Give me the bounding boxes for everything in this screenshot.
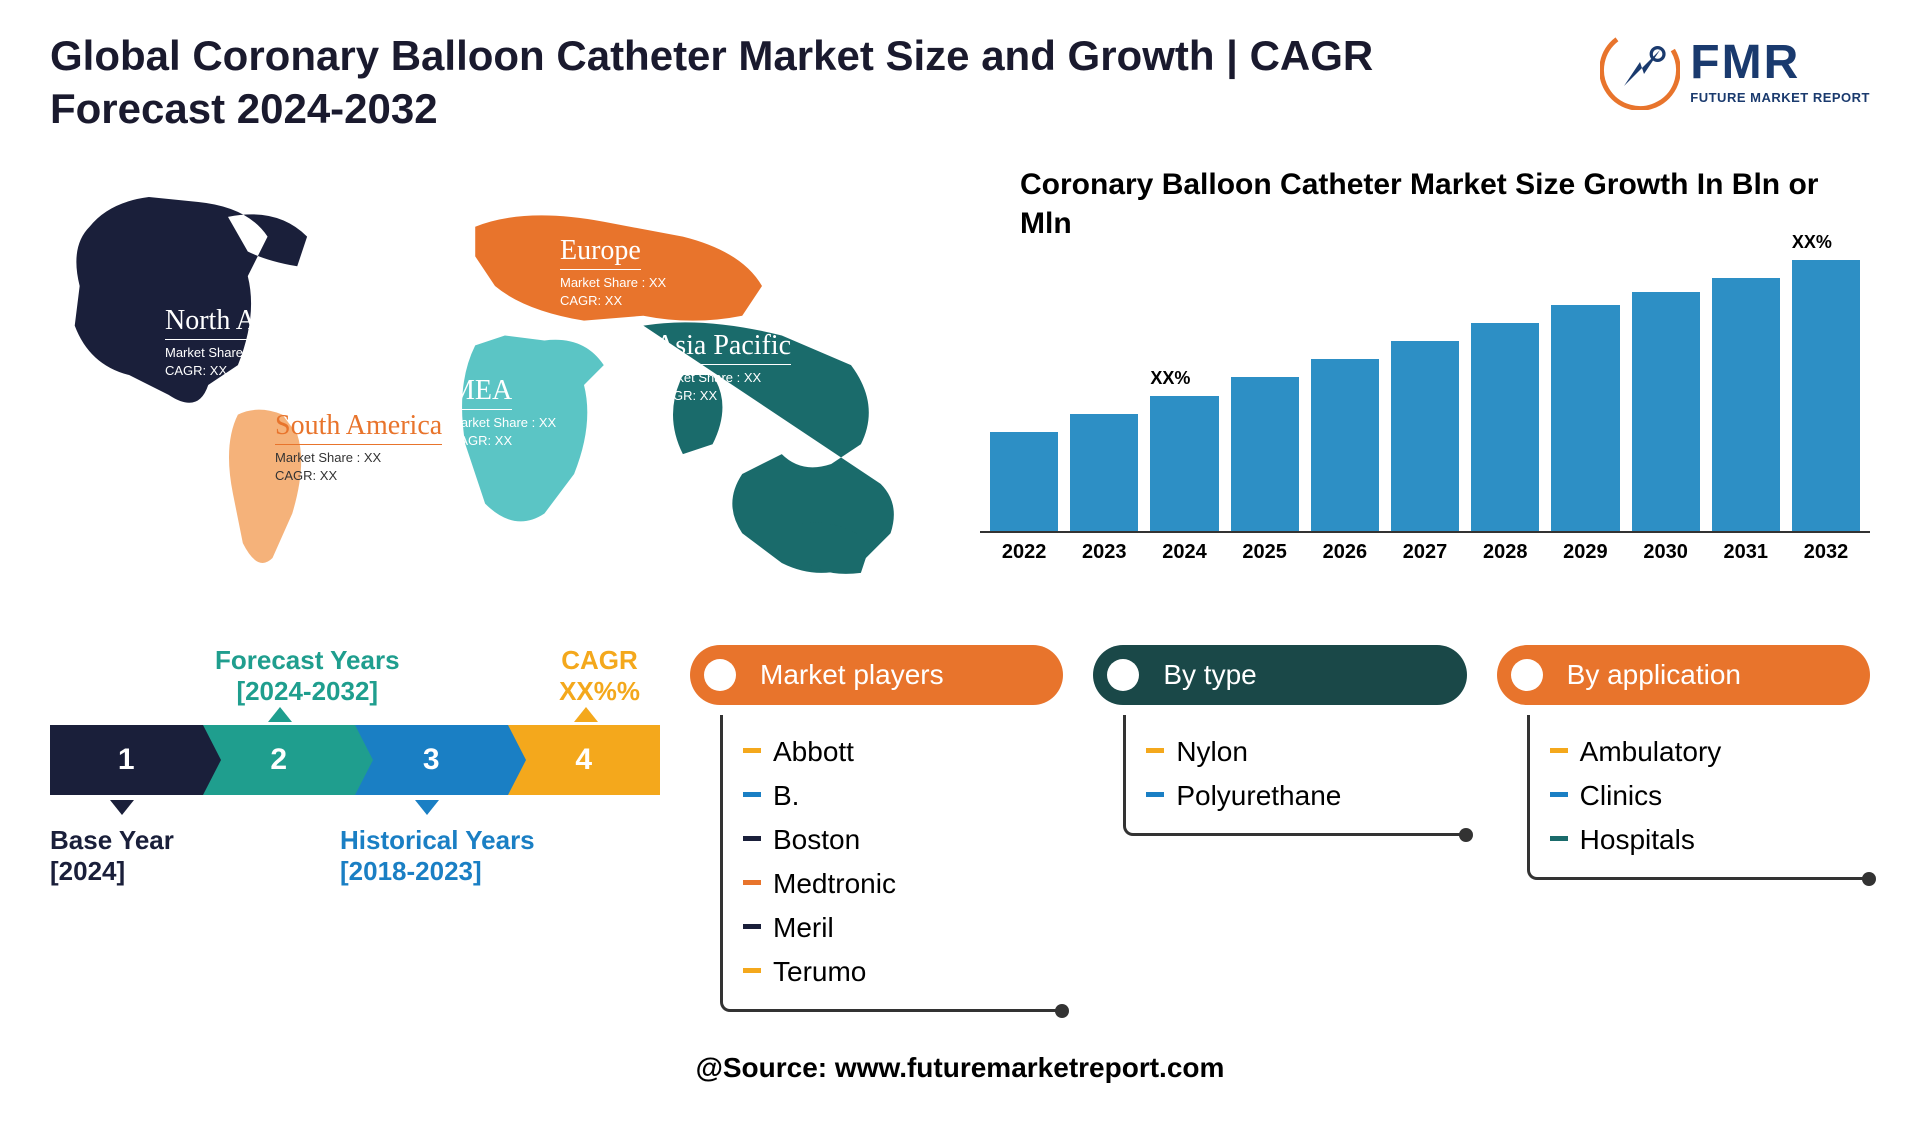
- list-type: NylonPolyurethane: [1123, 715, 1466, 836]
- region-label-na: North America Market Share : XXCAGR: XX: [165, 305, 332, 380]
- arrow-base: [110, 800, 134, 815]
- bar-2031: [1712, 278, 1780, 531]
- timeline-bar: 1 2 3 4: [50, 725, 660, 795]
- growth-chart: Coronary Balloon Catheter Market Size Gr…: [980, 165, 1870, 595]
- timeline-seg-2: 2: [203, 725, 356, 795]
- label-historical: Historical Years[2018-2023]: [340, 825, 535, 887]
- list-item: Meril: [773, 906, 1033, 950]
- pill-application: By application: [1497, 645, 1870, 705]
- xaxis-2026: 2026: [1311, 541, 1379, 564]
- list-application: AmbulatoryClinicsHospitals: [1527, 715, 1870, 880]
- logo-subtitle: FUTURE MARKET REPORT: [1690, 90, 1870, 105]
- bar-label-2024: XX%: [1150, 368, 1190, 389]
- xaxis-2024: 2024: [1150, 541, 1218, 564]
- bar-2032: XX%: [1792, 260, 1860, 531]
- page-title: Global Coronary Balloon Catheter Market …: [50, 30, 1450, 135]
- bar-2025: [1231, 377, 1299, 531]
- by-application-block: By application AmbulatoryClinicsHospital…: [1497, 645, 1870, 880]
- list-item: Abbott: [773, 730, 1033, 774]
- header: Global Coronary Balloon Catheter Market …: [50, 30, 1870, 135]
- xaxis-2032: 2032: [1792, 541, 1860, 564]
- timeline-seg-1: 1: [50, 725, 203, 795]
- label-forecast: Forecast Years[2024-2032]: [215, 645, 400, 707]
- source-attribution: @Source: www.futuremarketreport.com: [50, 1052, 1870, 1084]
- region-label-ap: Asia Pacific Market Share : XXCAGR: XX: [655, 330, 791, 405]
- logo: FMR FUTURE MARKET REPORT: [1600, 30, 1870, 110]
- bar-2024: XX%: [1150, 396, 1218, 531]
- timeline-seg-3: 3: [355, 725, 508, 795]
- chart-bars: XX% XX%: [980, 253, 1870, 533]
- bar-2030: [1632, 292, 1700, 531]
- list-item: Medtronic: [773, 862, 1033, 906]
- list-item: Hospitals: [1580, 818, 1840, 862]
- by-type-block: By type NylonPolyurethane: [1093, 645, 1466, 836]
- region-label-mea: MEA Market Share : XXCAGR: XX: [450, 375, 556, 450]
- label-base: Base Year[2024]: [50, 825, 174, 887]
- label-cagr: CAGRXX%%: [559, 645, 640, 707]
- region-label-sa: South America Market Share : XXCAGR: XX: [275, 410, 442, 485]
- timeline: Forecast Years[2024-2032] CAGRXX%% 1 2 3…: [50, 645, 660, 795]
- xaxis-2027: 2027: [1391, 541, 1459, 564]
- chart-title: Coronary Balloon Catheter Market Size Gr…: [1020, 165, 1870, 243]
- list-item: Nylon: [1176, 730, 1436, 774]
- list-item: Ambulatory: [1580, 730, 1840, 774]
- timeline-seg-4: 4: [508, 725, 661, 795]
- list-item: Boston: [773, 818, 1033, 862]
- list-item: B.: [773, 774, 1033, 818]
- bar-2028: [1471, 323, 1539, 531]
- bar-2023: [1070, 414, 1138, 531]
- xaxis-2023: 2023: [1070, 541, 1138, 564]
- list-item: Polyurethane: [1176, 774, 1436, 818]
- list-item: Clinics: [1580, 774, 1840, 818]
- bar-2027: [1391, 341, 1459, 531]
- arrow-forecast: [268, 707, 292, 722]
- pill-type: By type: [1093, 645, 1466, 705]
- world-map: North America Market Share : XXCAGR: XX …: [50, 165, 940, 595]
- market-players-block: Market players AbbottB.BostonMedtronicMe…: [690, 645, 1063, 1012]
- xaxis-2025: 2025: [1231, 541, 1299, 564]
- arrow-historical: [415, 800, 439, 815]
- xaxis-2031: 2031: [1712, 541, 1780, 564]
- xaxis-2028: 2028: [1471, 541, 1539, 564]
- bar-2026: [1311, 359, 1379, 531]
- bar-2029: [1551, 305, 1619, 531]
- xaxis-2022: 2022: [990, 541, 1058, 564]
- list-item: Terumo: [773, 950, 1033, 994]
- list-players: AbbottB.BostonMedtronicMerilTerumo: [720, 715, 1063, 1012]
- logo-abbr: FMR: [1690, 35, 1870, 90]
- bar-label-2032: XX%: [1792, 232, 1832, 253]
- xaxis-2029: 2029: [1551, 541, 1619, 564]
- region-label-eu: Europe Market Share : XXCAGR: XX: [560, 235, 666, 310]
- logo-icon: [1600, 30, 1680, 110]
- arrow-cagr: [574, 707, 598, 722]
- chart-xaxis: 2022 2023 2024 2025 2026 2027 2028 2029 2030 2031…: [980, 533, 1870, 564]
- bar-2022: [990, 432, 1058, 531]
- xaxis-2030: 2030: [1632, 541, 1700, 564]
- pill-players: Market players: [690, 645, 1063, 705]
